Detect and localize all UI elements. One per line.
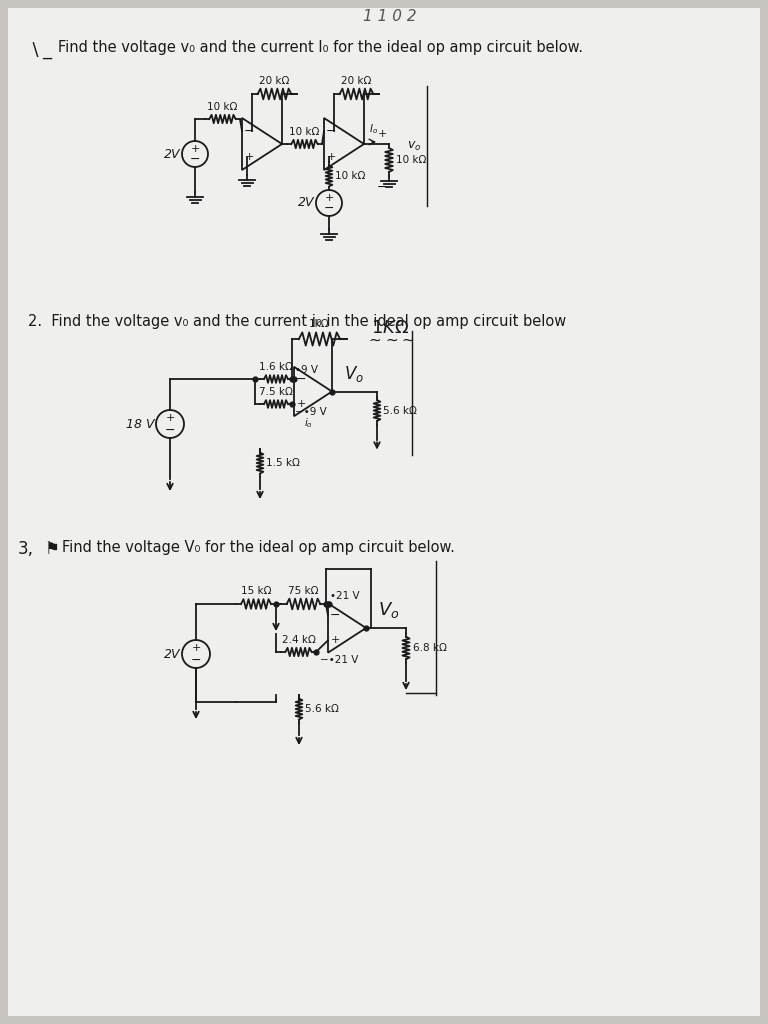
FancyBboxPatch shape [8,8,760,1016]
Text: 1.5 kΩ: 1.5 kΩ [266,458,300,468]
Text: $V_o$: $V_o$ [379,600,399,620]
Text: 2.  Find the voltage v₀ and the current i₀ in the ideal op amp circuit below: 2. Find the voltage v₀ and the current i… [28,314,566,329]
Text: −: − [376,181,387,194]
Text: 7.5 kΩ: 7.5 kΩ [259,387,293,397]
Text: −: − [243,125,254,137]
Text: +: + [191,643,200,653]
Text: 2V: 2V [297,197,314,210]
Text: −: − [190,653,201,667]
Text: +: + [165,414,174,423]
Text: +: + [244,152,253,162]
Text: 1kΩ: 1kΩ [310,319,329,330]
Text: −: − [296,373,306,386]
Text: +: + [296,399,306,409]
Text: Find the voltage v₀ and the current I₀ for the ideal op amp circuit below.: Find the voltage v₀ and the current I₀ f… [58,40,583,55]
Text: −: − [326,125,336,137]
Text: $i_o$: $i_o$ [304,416,313,430]
Text: −: − [324,203,334,215]
Text: +: + [330,635,339,645]
Text: 3,: 3, [18,540,34,558]
Text: $v_o$: $v_o$ [407,139,422,153]
Text: −•9 V: −•9 V [295,407,326,417]
Text: −: − [329,609,340,623]
Text: 10 kΩ: 10 kΩ [290,127,319,137]
Text: 10 kΩ: 10 kΩ [396,155,426,165]
Text: 2V: 2V [164,147,180,161]
Text: •21 V: •21 V [330,591,359,601]
Text: $\setminus$: $\setminus$ [28,41,39,60]
Text: +: + [324,193,333,203]
Text: −•21 V: −•21 V [320,655,359,665]
Text: Find the voltage V₀ for the ideal op amp circuit below.: Find the voltage V₀ for the ideal op amp… [62,540,455,555]
Text: 10 kΩ: 10 kΩ [336,171,366,181]
Text: 1 1 0 2: 1 1 0 2 [363,9,417,24]
Text: +: + [190,143,200,154]
Text: 75 kΩ: 75 kΩ [288,586,319,596]
Text: 2V: 2V [164,647,180,660]
Text: 18 V: 18 V [125,418,154,430]
Text: +: + [378,129,387,139]
Text: $I_o$: $I_o$ [369,122,379,136]
Text: $\sim\!\sim\!\sim$: $\sim\!\sim\!\sim$ [366,332,414,347]
Text: −: − [165,424,175,437]
Text: +: + [326,152,336,162]
Text: 6.8 kΩ: 6.8 kΩ [412,643,446,653]
Text: 10 kΩ: 10 kΩ [207,101,237,112]
Text: $1K\Omega$: $1K\Omega$ [371,319,409,337]
Text: 5.6 kΩ: 5.6 kΩ [383,406,417,416]
Text: 2.4 kΩ: 2.4 kΩ [282,635,316,645]
Text: •9 V: •9 V [295,365,318,375]
Text: −: − [190,154,200,166]
Text: 20 kΩ: 20 kΩ [341,76,372,86]
Text: 5.6 kΩ: 5.6 kΩ [306,705,339,714]
Text: _: _ [42,41,51,59]
Text: ⚑: ⚑ [44,540,59,558]
Text: $V_o$: $V_o$ [344,364,364,384]
Text: 15 kΩ: 15 kΩ [240,586,271,596]
Text: 20 kΩ: 20 kΩ [260,76,290,86]
Text: 1.6 kΩ: 1.6 kΩ [259,362,293,372]
